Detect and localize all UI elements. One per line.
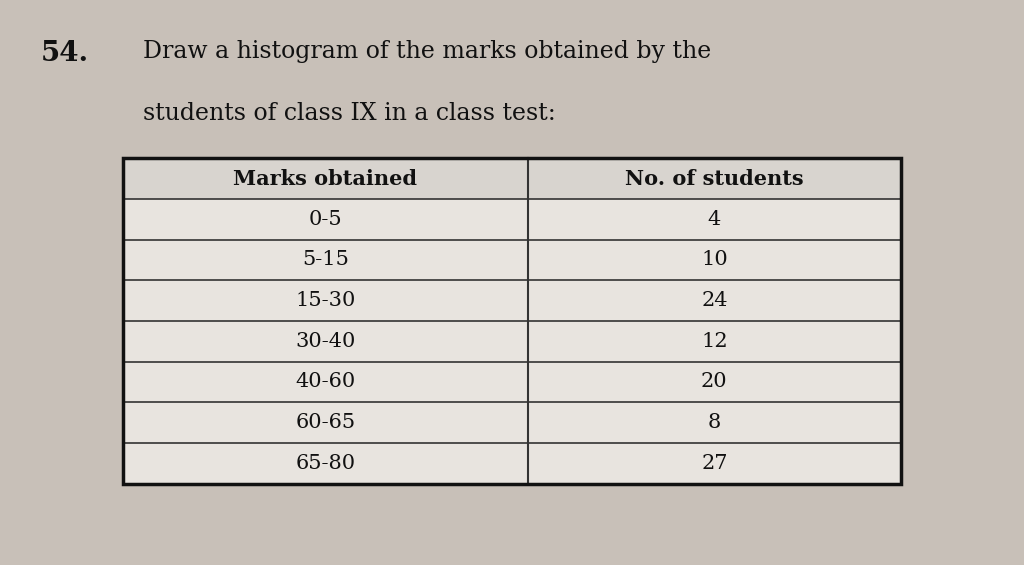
Text: students of class IX in a class test:: students of class IX in a class test: xyxy=(143,102,556,125)
Text: 15-30: 15-30 xyxy=(295,291,355,310)
Text: 40-60: 40-60 xyxy=(295,372,355,392)
Text: 24: 24 xyxy=(701,291,728,310)
Text: 60-65: 60-65 xyxy=(295,413,355,432)
Text: 5-15: 5-15 xyxy=(302,250,348,270)
Text: 30-40: 30-40 xyxy=(295,332,355,351)
Text: 20: 20 xyxy=(701,372,728,392)
Text: Marks obtained: Marks obtained xyxy=(233,168,417,189)
Text: 10: 10 xyxy=(701,250,728,270)
Text: 27: 27 xyxy=(701,454,728,473)
Text: 0-5: 0-5 xyxy=(308,210,342,229)
Text: 4: 4 xyxy=(708,210,721,229)
Text: Draw a histogram of the marks obtained by the: Draw a histogram of the marks obtained b… xyxy=(143,40,712,63)
Bar xyxy=(123,158,901,199)
Bar xyxy=(123,158,901,484)
Text: No. of students: No. of students xyxy=(625,168,804,189)
Bar xyxy=(123,158,901,484)
Text: 8: 8 xyxy=(708,413,721,432)
Text: 12: 12 xyxy=(701,332,728,351)
Text: 65-80: 65-80 xyxy=(295,454,355,473)
Text: 54.: 54. xyxy=(41,40,89,67)
